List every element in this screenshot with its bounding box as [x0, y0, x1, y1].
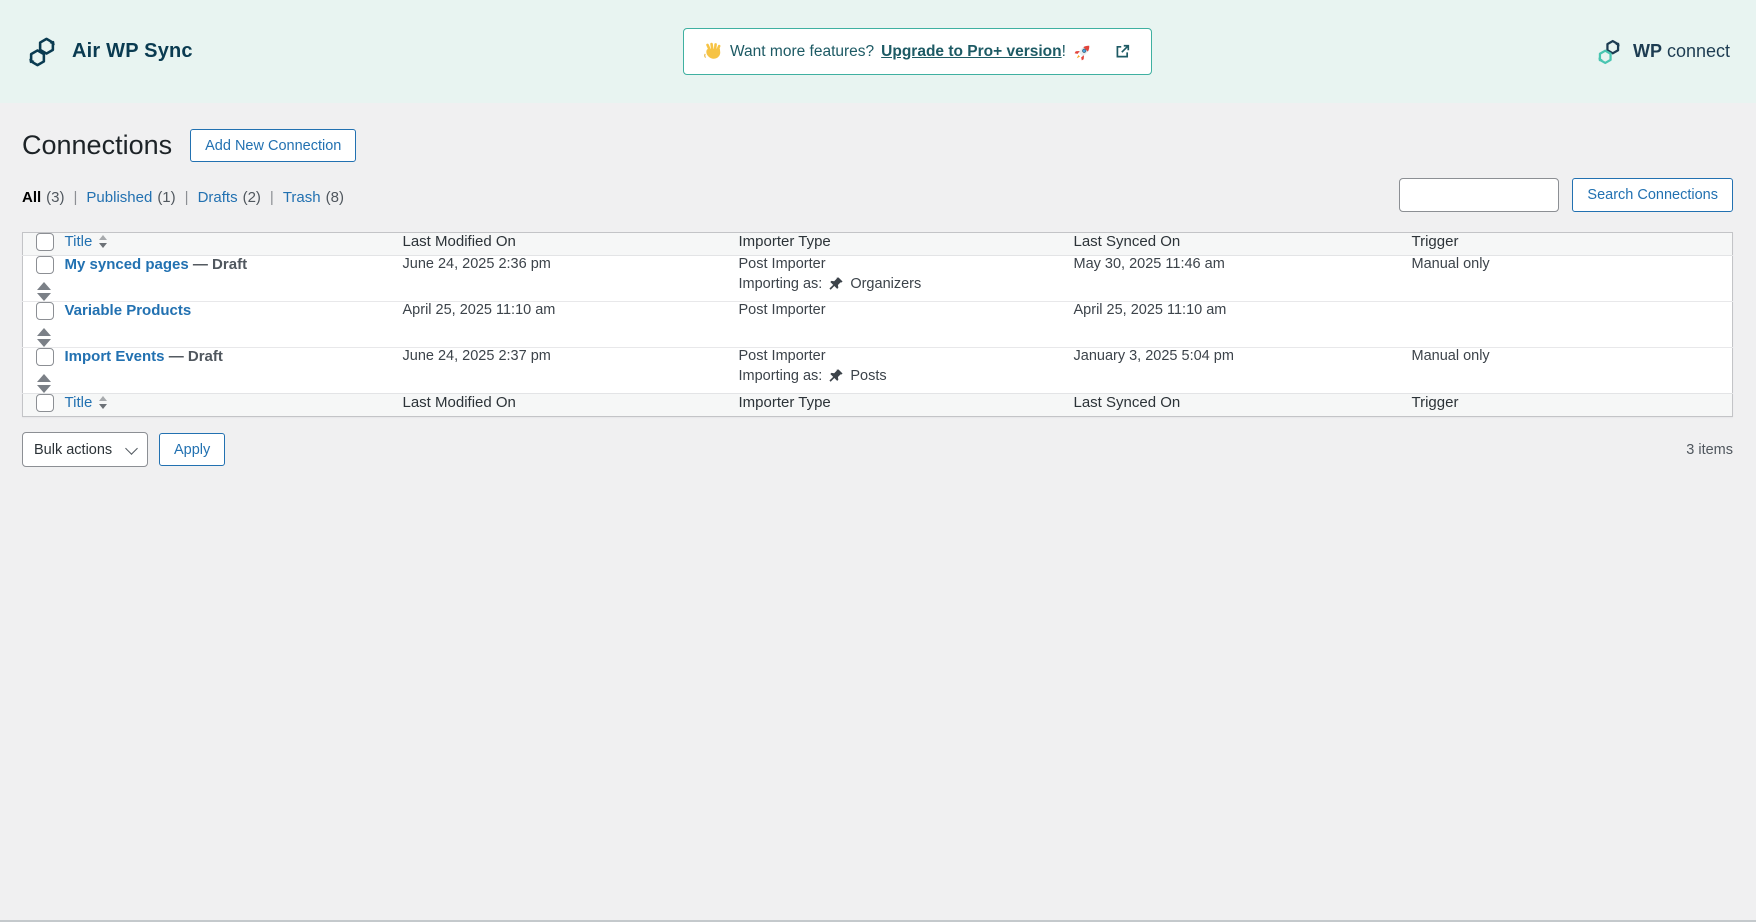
table-header: Title Last Modified On Importer Type Las… [22, 232, 1733, 256]
filter-published-link[interactable]: Published [86, 189, 153, 206]
filter-all: All (3) [22, 189, 65, 206]
last-modified-cell: June 24, 2025 2:36 pm [402, 256, 551, 272]
last-modified-cell: April 25, 2025 11:10 am [402, 301, 739, 348]
connection-title-link[interactable]: Import Events [64, 348, 165, 365]
table-bottom-nav: Bulk actions Apply 3 items [22, 432, 1733, 467]
select-all-checkbox[interactable] [36, 233, 54, 251]
column-last-synced: Last Synced On [1073, 393, 1412, 417]
apply-button[interactable]: Apply [159, 433, 226, 466]
status-filters: All (3) Published (1) Drafts (2) Trash (… [22, 189, 344, 206]
drag-sort-handle-icon[interactable] [37, 374, 51, 393]
sort-arrows-icon [99, 235, 108, 248]
row-checkbox[interactable] [36, 302, 54, 320]
table-row: My synced pages — Draft June 24, 2025 2:… [23, 256, 1733, 302]
app-title: Air WP Sync [72, 40, 193, 62]
banner-text: Want more features? [730, 42, 875, 60]
sort-arrows-icon [99, 396, 108, 409]
drag-sort-handle-icon[interactable] [37, 328, 51, 347]
filter-trash-link[interactable]: Trash [282, 189, 321, 206]
filter-trash: Trash (8) [261, 189, 344, 206]
last-synced-cell: May 30, 2025 11:46 am [1073, 256, 1225, 272]
column-last-modified: Last Modified On [402, 393, 739, 417]
items-count: 3 items [1686, 441, 1733, 458]
importer-type-cell: Post Importer Importing as: Posts [738, 347, 1074, 394]
topbar: Air WP Sync Want more features? Upgrade … [0, 0, 1756, 103]
filter-all-link[interactable]: All [22, 189, 42, 206]
table-row: Import Events — Draft June 24, 2025 2:37… [22, 347, 1733, 394]
table-row: Variable Products April 25, 2025 11:10 a… [22, 301, 1733, 348]
importer-type-cell: Post Importer Importing as: Organizers [738, 256, 922, 292]
rocket-emoji-icon [1073, 42, 1093, 62]
pushpin-icon [828, 368, 844, 384]
trigger-cell: Manual only [1411, 256, 1490, 272]
wp-connect-connect-text: connect [1666, 41, 1730, 61]
sync-hexagons-icon [24, 34, 60, 70]
wp-connect-logo[interactable]: WP connect [1594, 0, 1730, 103]
upgrade-pro-link[interactable]: Upgrade to Pro+ version [881, 42, 1062, 60]
banner-suffix: ! [1061, 42, 1066, 60]
page-title: Connections [22, 130, 173, 160]
window-bottom-edge [0, 920, 1756, 922]
last-synced-cell: January 3, 2025 5:04 pm [1073, 347, 1412, 394]
content-area: Connections Add New Connection All (3) P… [0, 103, 1756, 467]
trigger-cell: Manual only [1411, 347, 1733, 394]
connection-title-link[interactable]: Variable Products [64, 302, 192, 319]
column-trigger: Trigger [1411, 232, 1733, 256]
column-last-modified: Last Modified On [402, 232, 739, 256]
column-importer-type: Importer Type [738, 232, 1074, 256]
external-link-icon[interactable] [1114, 43, 1131, 60]
search-connections-button[interactable]: Search Connections [1572, 178, 1733, 212]
column-importer-type: Importer Type [738, 393, 1074, 417]
column-trigger: Trigger [1411, 393, 1733, 417]
column-last-synced: Last Synced On [1073, 232, 1412, 256]
bulk-actions-select[interactable]: Bulk actions [22, 432, 148, 467]
row-checkbox[interactable] [36, 348, 54, 366]
post-state-badge: — Draft [168, 348, 223, 365]
table-footer: Title Last Modified On Importer Type Las… [22, 393, 1733, 417]
pushpin-icon [828, 276, 844, 292]
upgrade-banner: Want more features? Upgrade to Pro+ vers… [683, 28, 1152, 75]
sort-by-title-link[interactable]: Title [65, 394, 108, 411]
sort-by-title-link[interactable]: Title [65, 233, 108, 250]
filter-drafts-link[interactable]: Drafts [197, 189, 238, 206]
wp-connect-hexagons-icon [1594, 37, 1624, 67]
search-input[interactable] [1399, 178, 1560, 212]
wp-connect-wp-text: WP [1632, 41, 1662, 61]
select-all-checkbox[interactable] [36, 394, 54, 412]
trigger-cell [1411, 301, 1733, 348]
last-modified-cell: June 24, 2025 2:37 pm [402, 347, 739, 394]
add-new-connection-button[interactable]: Add New Connection [190, 129, 357, 162]
row-checkbox[interactable] [36, 256, 54, 274]
drag-sort-handle-icon[interactable] [37, 282, 51, 301]
filter-drafts: Drafts (2) [176, 189, 261, 206]
importer-type-cell: Post Importer [738, 301, 1074, 348]
plugin-brand: Air WP Sync [24, 0, 193, 103]
connections-table: Title Last Modified On Importer Type Las… [22, 232, 1733, 417]
filter-published: Published (1) [65, 189, 175, 206]
wave-emoji-icon [704, 42, 723, 61]
last-synced-cell: April 25, 2025 11:10 am [1073, 301, 1412, 348]
post-state-badge: — Draft [192, 256, 248, 273]
connection-title-link[interactable]: My synced pages [64, 256, 189, 273]
